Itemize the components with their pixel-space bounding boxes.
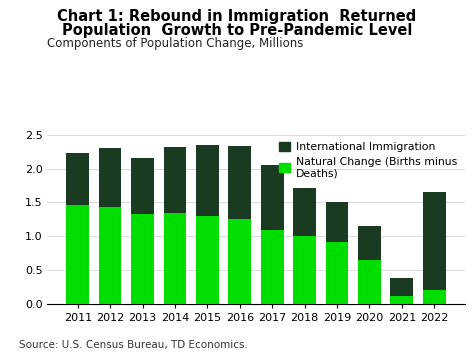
- Bar: [99, 148, 121, 207]
- Text: Chart 1: Rebound in Immigration  Returned: Chart 1: Rebound in Immigration Returned: [57, 9, 417, 24]
- Text: Components of Population Change, Millions: Components of Population Change, Million…: [47, 37, 304, 50]
- Bar: [228, 219, 251, 304]
- Bar: [131, 214, 154, 304]
- Bar: [358, 226, 381, 260]
- Bar: [326, 242, 348, 304]
- Text: Source: U.S. Census Bureau, TD Economics.: Source: U.S. Census Bureau, TD Economics…: [19, 341, 248, 350]
- Bar: [391, 278, 413, 296]
- Bar: [261, 230, 283, 304]
- Text: Population  Growth to Pre-Pandemic Level: Population Growth to Pre-Pandemic Level: [62, 23, 412, 38]
- Bar: [358, 260, 381, 304]
- Bar: [66, 153, 89, 205]
- Bar: [131, 158, 154, 214]
- Bar: [228, 146, 251, 219]
- Bar: [164, 147, 186, 213]
- Legend: International Immigration, Natural Change (Births minus
Deaths): International Immigration, Natural Chang…: [277, 140, 459, 181]
- Bar: [261, 165, 283, 230]
- Bar: [164, 213, 186, 304]
- Bar: [391, 296, 413, 304]
- Bar: [423, 192, 446, 290]
- Bar: [326, 202, 348, 242]
- Bar: [423, 290, 446, 304]
- Bar: [293, 188, 316, 236]
- Bar: [66, 205, 89, 304]
- Bar: [196, 145, 219, 216]
- Bar: [293, 236, 316, 304]
- Bar: [99, 207, 121, 304]
- Bar: [196, 216, 219, 304]
